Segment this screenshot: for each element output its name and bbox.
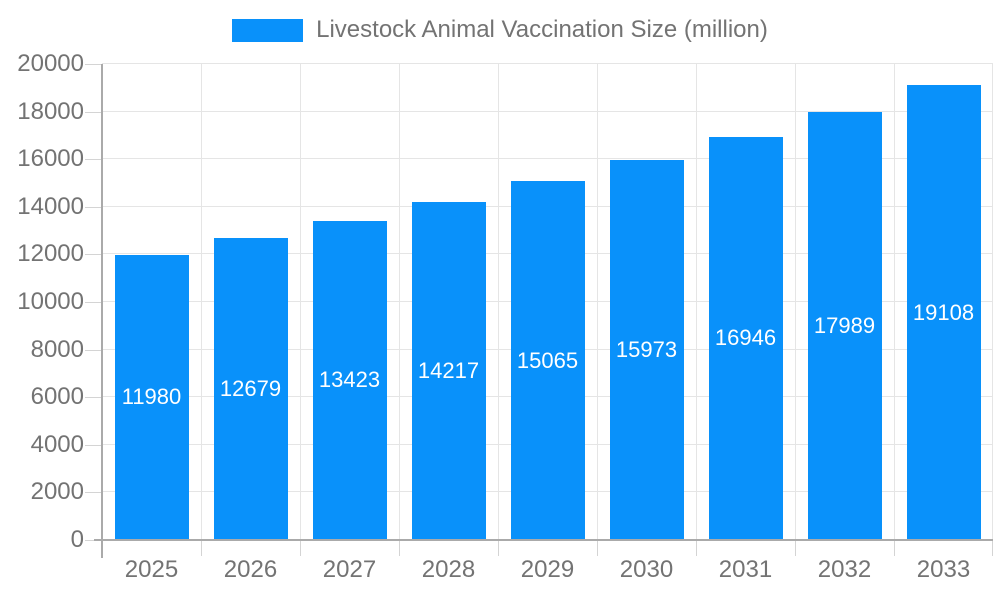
x-gridline xyxy=(795,64,796,540)
bar[interactable]: 15973 xyxy=(609,159,684,540)
x-tick-label: 2028 xyxy=(421,556,476,583)
y-gridline xyxy=(102,110,993,112)
bar-value-label: 13423 xyxy=(318,367,381,393)
bar[interactable]: 13423 xyxy=(312,220,387,540)
y-axis-line xyxy=(101,64,103,558)
x-tick-label: 2032 xyxy=(817,556,872,583)
y-tick-mark xyxy=(85,302,102,303)
y-tick-label: 14000 xyxy=(17,192,84,220)
y-tick-mark xyxy=(85,492,102,494)
x-tick-label: 2027 xyxy=(322,556,377,583)
y-tick-mark xyxy=(85,397,102,399)
x-tick-mark xyxy=(992,541,993,556)
legend-label: Livestock Animal Vaccination Size (milli… xyxy=(316,16,768,43)
x-tick-mark xyxy=(300,541,301,556)
x-tick-label: 2031 xyxy=(718,556,773,583)
plot-area: 11980 12679 13423 14217 15065 15973 16946 17989… xyxy=(102,63,993,540)
bar-value-label: 14217 xyxy=(417,357,480,383)
x-gridline xyxy=(201,64,202,540)
x-tick-mark xyxy=(597,541,598,556)
bar[interactable]: 17989 xyxy=(807,111,882,540)
y-tick-mark xyxy=(85,254,102,256)
bar[interactable]: 19108 xyxy=(906,85,981,540)
bar[interactable]: 15065 xyxy=(510,181,585,540)
x-tick-label: 2033 xyxy=(916,556,971,583)
x-tick-label: 2030 xyxy=(619,556,674,583)
y-tick-mark xyxy=(85,349,102,351)
bar-value-label: 19108 xyxy=(912,299,975,325)
y-tick-label: 6000 xyxy=(30,383,84,411)
y-tick-label: 4000 xyxy=(30,430,84,458)
x-gridline xyxy=(597,64,598,540)
y-tick-label: 18000 xyxy=(17,97,84,125)
y-tick-mark xyxy=(85,206,102,208)
x-tick-mark xyxy=(696,541,697,556)
bar[interactable]: 11980 xyxy=(114,254,189,540)
y-tick-mark xyxy=(85,111,102,113)
bar-value-label: 11980 xyxy=(121,384,182,410)
bar-value-label: 15973 xyxy=(615,336,678,362)
y-tick-mark xyxy=(85,159,102,161)
y-tick-label: 0 xyxy=(70,526,84,553)
y-tick-mark xyxy=(85,540,102,541)
bar[interactable]: 12679 xyxy=(213,238,288,540)
x-tick-mark xyxy=(795,541,796,556)
x-gridline xyxy=(992,64,993,540)
x-gridline xyxy=(300,64,301,540)
y-gridline xyxy=(102,63,993,64)
y-tick-label: 2000 xyxy=(30,478,84,506)
y-tick-mark xyxy=(85,64,102,65)
y-tick-mark xyxy=(85,444,102,446)
chart-legend[interactable]: Livestock Animal Vaccination Size (milli… xyxy=(0,16,1000,44)
x-tick-mark xyxy=(894,541,895,556)
x-tick-mark xyxy=(399,541,400,556)
x-tick-label: 2029 xyxy=(520,556,575,583)
bar[interactable]: 14217 xyxy=(411,201,486,540)
legend-swatch-icon xyxy=(232,18,304,42)
y-tick-label: 8000 xyxy=(30,335,84,363)
x-tick-mark xyxy=(201,541,202,556)
y-tick-label: 10000 xyxy=(17,288,84,315)
x-gridline xyxy=(894,64,895,540)
bar[interactable]: 16946 xyxy=(708,136,783,540)
x-gridline xyxy=(399,64,400,540)
y-tick-label: 20000 xyxy=(17,50,84,77)
x-axis-line xyxy=(94,539,993,541)
y-tick-label: 16000 xyxy=(17,145,84,173)
x-gridline xyxy=(696,64,697,540)
bar-value-label: 12679 xyxy=(219,376,282,402)
y-gridline xyxy=(102,158,993,160)
bar-value-label: 15065 xyxy=(516,347,579,373)
x-tick-label: 2025 xyxy=(124,556,179,583)
x-tick-label: 2026 xyxy=(223,556,278,583)
y-tick-label: 12000 xyxy=(17,240,84,268)
bar-value-label: 17989 xyxy=(813,312,876,338)
x-gridline xyxy=(498,64,499,540)
bar-value-label: 16946 xyxy=(714,325,777,351)
x-tick-mark xyxy=(498,541,499,556)
